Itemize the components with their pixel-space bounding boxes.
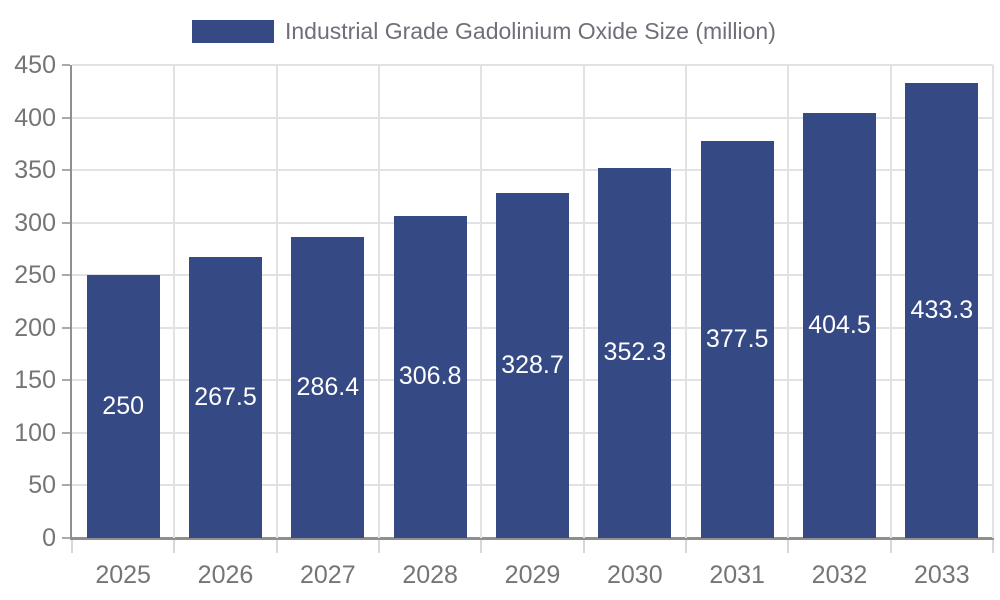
bar-2026: 267.5 xyxy=(189,256,262,538)
x-axis-tick-label: 2031 xyxy=(709,561,765,589)
bar-2033: 433.3 xyxy=(905,82,979,538)
bar-2031: 377.5 xyxy=(700,141,774,538)
bar-value-label: 433.3 xyxy=(910,295,974,324)
legend-swatch xyxy=(192,19,274,43)
y-axis-tick xyxy=(62,64,70,66)
gridline-vertical xyxy=(582,65,585,538)
y-axis-tick xyxy=(62,326,70,329)
bar-value-label: 328.7 xyxy=(501,350,564,379)
gridline-vertical xyxy=(992,65,994,538)
bar-2030: 352.3 xyxy=(598,167,672,538)
x-axis-tick xyxy=(71,540,73,553)
gridline-vertical xyxy=(787,65,790,538)
x-axis-tick-label: 2027 xyxy=(300,561,356,589)
gridline-horizontal xyxy=(72,169,993,172)
y-axis-tick-label: 100 xyxy=(14,418,56,447)
x-axis-tick xyxy=(582,540,585,553)
gridline-vertical xyxy=(889,65,892,538)
y-axis-tick xyxy=(62,169,70,172)
legend-label: Industrial Grade Gadolinium Oxide Size (… xyxy=(285,18,776,44)
gridline-vertical xyxy=(173,65,176,538)
plot-area: 250 267.5 286.4 306.8 328.7 352.3 377.5 404.5 43… xyxy=(72,64,994,538)
y-axis-tick-label: 50 xyxy=(28,471,56,500)
bar-value-label: 404.5 xyxy=(808,310,871,339)
y-axis-tick xyxy=(62,431,70,434)
x-axis-tick xyxy=(480,540,483,553)
bar-2028: 306.8 xyxy=(393,215,467,538)
gridline-horizontal xyxy=(72,116,993,119)
x-axis-tick xyxy=(275,540,278,553)
y-axis-tick xyxy=(62,116,70,119)
x-axis-tick xyxy=(992,540,994,553)
x-axis-tick-label: 2032 xyxy=(811,561,868,589)
bar-2032: 404.5 xyxy=(803,112,876,538)
y-axis-tick-label: 300 xyxy=(14,208,56,237)
x-axis-tick-label: 2033 xyxy=(914,561,970,589)
y-axis-tick-label: 250 xyxy=(14,261,56,290)
bar-value-label: 352.3 xyxy=(603,338,667,367)
legend-item[interactable]: Industrial Grade Gadolinium Oxide Size (… xyxy=(192,18,776,44)
y-axis-tick xyxy=(62,221,70,224)
x-axis-tick xyxy=(889,540,892,553)
y-axis-line xyxy=(70,65,72,538)
y-axis-tick xyxy=(62,274,70,277)
x-axis-tick-label: 2029 xyxy=(504,561,561,589)
bar-2025: 250 xyxy=(86,275,160,538)
x-axis-tick xyxy=(378,540,380,553)
bar-value-label: 286.4 xyxy=(296,372,360,401)
x-axis-tick xyxy=(685,540,687,553)
bar-value-label: 377.5 xyxy=(705,325,769,354)
gridline-vertical xyxy=(480,65,483,538)
x-axis-tick-label: 2026 xyxy=(197,561,254,589)
y-axis-tick xyxy=(62,484,70,487)
gridline-vertical xyxy=(275,65,278,538)
x-axis-tick xyxy=(787,540,790,553)
y-axis-tick xyxy=(62,379,70,382)
bar-value-label: 267.5 xyxy=(194,382,257,411)
x-axis-line xyxy=(70,537,994,540)
y-axis-tick-label: 400 xyxy=(14,103,56,132)
x-axis-tick-label: 2030 xyxy=(607,561,663,589)
gridline-vertical xyxy=(378,65,380,538)
y-axis-tick xyxy=(62,537,70,539)
x-axis-tick-label: 2025 xyxy=(95,561,151,589)
bar-2029: 328.7 xyxy=(496,192,569,538)
y-axis-tick-label: 150 xyxy=(14,366,56,395)
y-axis-tick-label: 0 xyxy=(42,524,56,552)
x-axis-tick-label: 2028 xyxy=(402,561,458,589)
bar-2027: 286.4 xyxy=(291,236,365,538)
bar-value-label: 306.8 xyxy=(398,362,462,391)
y-axis-tick-label: 200 xyxy=(14,313,56,342)
x-axis-tick xyxy=(173,540,176,553)
y-axis-tick-label: 450 xyxy=(14,51,56,79)
gridline-vertical xyxy=(685,65,687,538)
y-axis-tick-label: 350 xyxy=(14,156,56,185)
gridline-horizontal xyxy=(72,64,993,66)
bar-value-label: 250 xyxy=(102,392,145,421)
